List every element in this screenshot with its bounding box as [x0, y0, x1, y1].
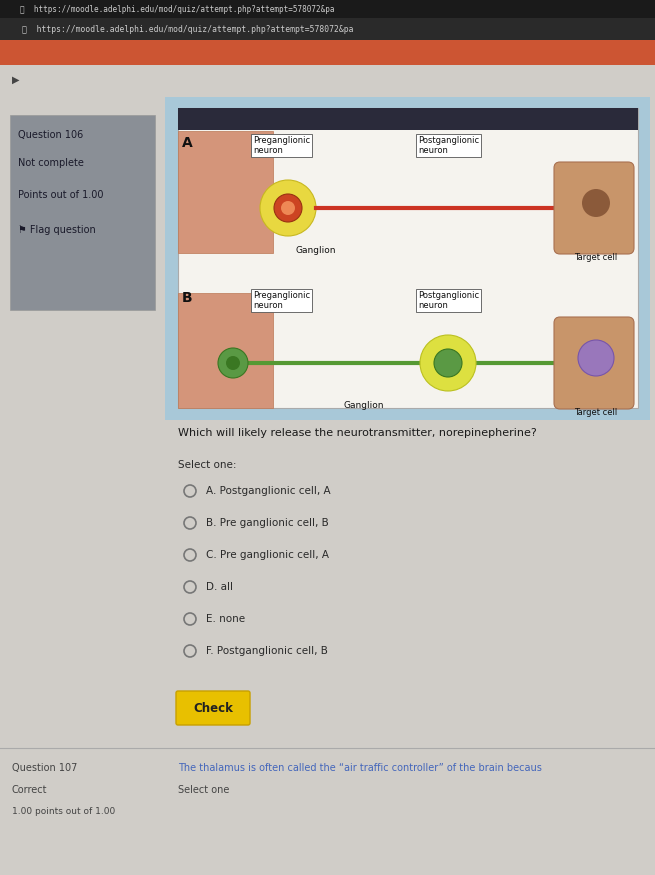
Text: Check: Check	[193, 702, 233, 715]
Circle shape	[260, 180, 316, 236]
Text: B: B	[182, 291, 193, 305]
Text: A. Postganglionic cell, A: A. Postganglionic cell, A	[206, 486, 331, 496]
Text: Ganglion: Ganglion	[343, 401, 383, 410]
Text: Question 106: Question 106	[18, 130, 83, 140]
Text: Postganglionic
neuron: Postganglionic neuron	[418, 291, 479, 311]
Text: Select one: Select one	[178, 785, 229, 795]
Bar	[10, 115, 155, 310]
Circle shape	[582, 189, 610, 217]
Text: Select one:: Select one:	[178, 460, 236, 470]
Bar	[165, 97, 650, 420]
Text: 슐  https://moodle.adelphi.edu/mod/quiz/attempt.php?attempt=578072&pa: 슐 https://moodle.adelphi.edu/mod/quiz/at…	[20, 5, 335, 15]
FancyBboxPatch shape	[554, 317, 634, 409]
Bar	[0, 40, 655, 65]
Circle shape	[420, 335, 476, 391]
Text: Target cell: Target cell	[574, 408, 618, 417]
Text: Postganglionic
neuron: Postganglionic neuron	[418, 136, 479, 156]
Bar	[178, 131, 273, 253]
Text: Points out of 1.00: Points out of 1.00	[18, 190, 103, 200]
Circle shape	[281, 201, 295, 215]
Text: The thalamus is often called the “air traffic controller” of the brain becaus: The thalamus is often called the “air tr…	[178, 763, 542, 773]
FancyBboxPatch shape	[554, 162, 634, 254]
FancyBboxPatch shape	[176, 691, 250, 725]
Text: 🔒  https://moodle.adelphi.edu/mod/quiz/attempt.php?attempt=578072&pa: 🔒 https://moodle.adelphi.edu/mod/quiz/at…	[22, 24, 354, 33]
Text: Preganglionic
neuron: Preganglionic neuron	[253, 291, 310, 311]
Text: Ganglion: Ganglion	[296, 246, 337, 255]
Circle shape	[226, 356, 240, 370]
Text: Question 107: Question 107	[12, 763, 77, 773]
Text: C. Pre ganglionic cell, A: C. Pre ganglionic cell, A	[206, 550, 329, 560]
Circle shape	[218, 348, 248, 378]
Text: 1.00 points out of 1.00: 1.00 points out of 1.00	[12, 807, 115, 816]
Text: Target cell: Target cell	[574, 253, 618, 262]
Text: Not complete: Not complete	[18, 158, 84, 168]
Text: Which will likely release the neurotransmitter, norepinepherine?: Which will likely release the neurotrans…	[178, 428, 536, 438]
Bar	[0, 0, 655, 18]
Circle shape	[434, 349, 462, 377]
Text: F. Postganglionic cell, B: F. Postganglionic cell, B	[206, 646, 328, 656]
Text: A: A	[182, 136, 193, 150]
Bar	[178, 108, 638, 408]
Text: ⚑ Flag question: ⚑ Flag question	[18, 225, 96, 235]
Circle shape	[578, 340, 614, 376]
Bar	[0, 18, 655, 40]
Text: Correct: Correct	[12, 785, 48, 795]
Text: ▶: ▶	[12, 75, 20, 85]
Text: B. Pre ganglionic cell, B: B. Pre ganglionic cell, B	[206, 518, 329, 528]
Text: Preganglionic
neuron: Preganglionic neuron	[253, 136, 310, 156]
Text: D. all: D. all	[206, 582, 233, 592]
Text: E. none: E. none	[206, 614, 245, 624]
Bar	[178, 293, 273, 408]
Circle shape	[274, 194, 302, 222]
Bar	[178, 108, 638, 130]
